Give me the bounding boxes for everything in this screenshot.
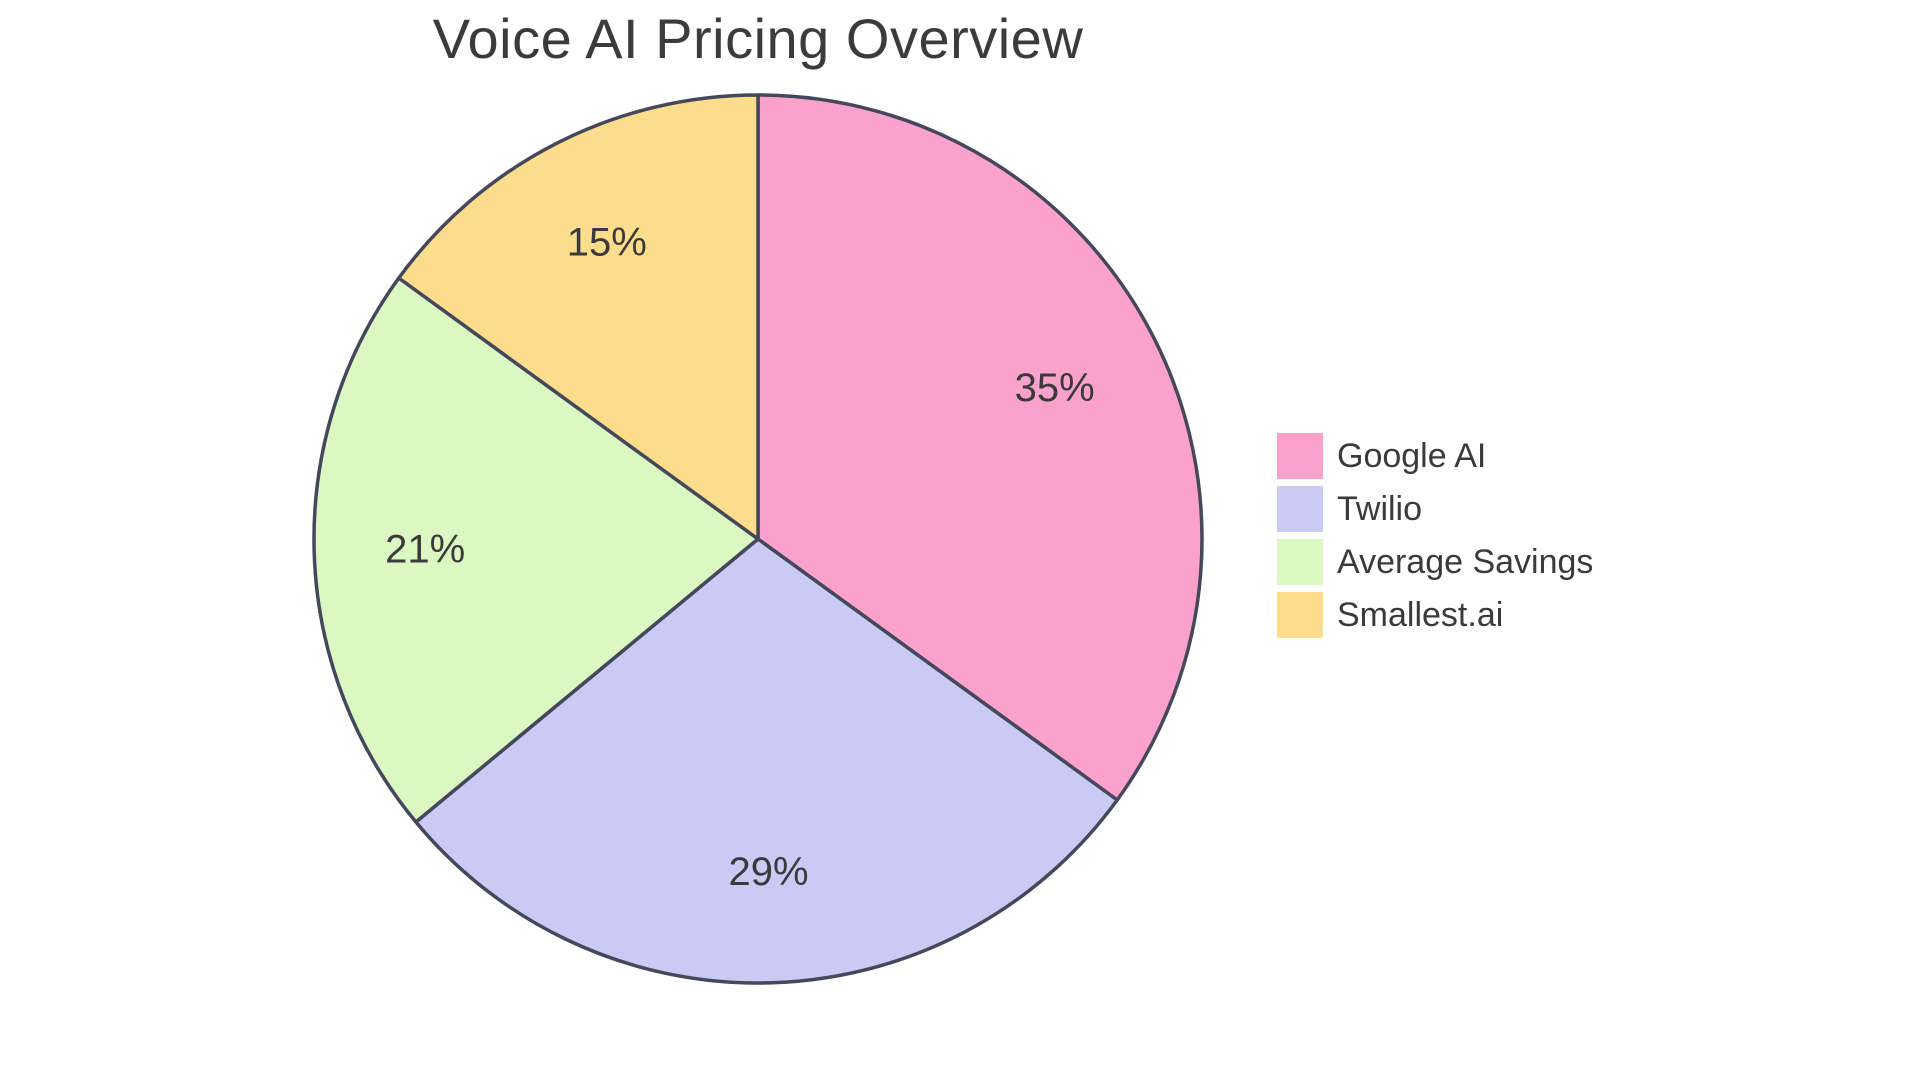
legend-label: Google AI [1337, 437, 1487, 475]
legend-item-twilio: Twilio [1277, 486, 1593, 532]
legend-item-smallest-ai: Smallest.ai [1277, 592, 1593, 638]
slice-label-twilio: 29% [728, 850, 808, 894]
pie-slice-smallest-ai [397, 93, 760, 541]
legend: Google AI Twilio Average Savings Smalles… [1277, 433, 1593, 645]
legend-label: Smallest.ai [1337, 596, 1504, 634]
legend-label: Twilio [1337, 490, 1423, 528]
slice-label-average-savings: 21% [385, 528, 465, 572]
legend-item-google-ai: Google AI [1277, 433, 1593, 479]
chart-title: Voice AI Pricing Overview [432, 7, 1084, 70]
legend-label: Average Savings [1337, 543, 1594, 581]
slice-label-google-ai: 35% [1015, 366, 1095, 410]
pie-slice-average-savings [312, 276, 760, 824]
legend-swatch-icon [1277, 539, 1323, 585]
pie-slice-google-ai [756, 93, 1204, 802]
pie-slice-twilio [414, 537, 1119, 985]
legend-swatch-icon [1277, 592, 1323, 638]
legend-swatch-icon [1277, 433, 1323, 479]
legend-swatch-icon [1277, 486, 1323, 532]
legend-item-average-savings: Average Savings [1277, 539, 1593, 585]
slice-label-smallest-ai: 15% [567, 220, 647, 264]
